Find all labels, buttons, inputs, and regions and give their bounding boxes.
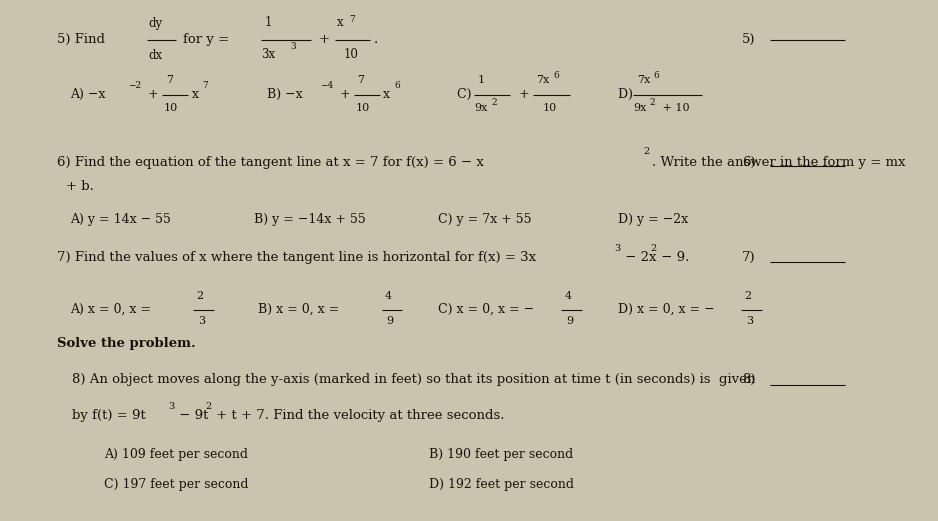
Text: 4: 4: [385, 291, 392, 301]
Text: 8): 8): [742, 373, 755, 386]
Text: D): D): [618, 88, 637, 101]
Text: D) 192 feet per second: D) 192 feet per second: [430, 478, 574, 491]
Text: 2: 2: [649, 98, 655, 107]
Text: by f(t) = 9t: by f(t) = 9t: [71, 410, 145, 423]
Text: − 9.: − 9.: [658, 252, 689, 265]
Text: A) 109 feet per second: A) 109 feet per second: [104, 449, 249, 461]
Text: D) x = 0, x = −: D) x = 0, x = −: [618, 303, 715, 316]
Text: .: .: [374, 33, 378, 46]
Text: B) −x: B) −x: [266, 88, 302, 101]
Text: D) y = −2x: D) y = −2x: [618, 213, 688, 226]
Text: C) x = 0, x = −: C) x = 0, x = −: [438, 303, 534, 316]
Text: dy: dy: [148, 17, 163, 30]
Text: − 2x: − 2x: [621, 252, 657, 265]
Text: − 9t: − 9t: [175, 410, 208, 423]
Text: 2: 2: [197, 291, 204, 301]
Text: + 10: + 10: [658, 103, 689, 113]
Text: +: +: [144, 88, 159, 101]
Text: 2: 2: [650, 244, 657, 253]
Text: 3: 3: [747, 316, 753, 327]
Text: 5) Find: 5) Find: [57, 33, 105, 46]
Text: 10: 10: [356, 103, 371, 113]
Text: +: +: [318, 33, 329, 46]
Text: dx: dx: [148, 49, 163, 62]
Text: B) y = −14x + 55: B) y = −14x + 55: [254, 213, 366, 226]
Text: 10: 10: [542, 103, 557, 113]
Text: C) 197 feet per second: C) 197 feet per second: [104, 478, 249, 491]
Text: 7x: 7x: [537, 76, 550, 85]
Text: x: x: [337, 16, 343, 29]
Text: A) y = 14x − 55: A) y = 14x − 55: [70, 213, 171, 226]
Text: 6: 6: [553, 71, 559, 80]
Text: 2: 2: [492, 98, 497, 107]
Text: C): C): [457, 88, 476, 101]
Text: +: +: [515, 88, 530, 101]
Text: C) y = 7x + 55: C) y = 7x + 55: [438, 213, 532, 226]
Text: 7: 7: [357, 76, 365, 85]
Text: A) −x: A) −x: [70, 88, 105, 101]
Text: x: x: [191, 88, 199, 101]
Text: 3: 3: [614, 244, 621, 253]
Text: 10: 10: [344, 48, 358, 61]
Text: 7x: 7x: [637, 76, 650, 85]
Text: for y =: for y =: [183, 33, 229, 46]
Text: 7) Find the values of x where the tangent line is horizontal for f(x) = 3x: 7) Find the values of x where the tangen…: [57, 252, 537, 265]
Text: 6: 6: [653, 71, 658, 80]
Text: 6: 6: [394, 81, 401, 90]
Text: 2: 2: [205, 402, 211, 411]
Text: Solve the problem.: Solve the problem.: [57, 337, 196, 350]
Text: 2: 2: [745, 291, 751, 301]
Text: 7: 7: [166, 76, 173, 85]
Text: 3x: 3x: [261, 48, 275, 61]
Text: + t + 7. Find the velocity at three seconds.: + t + 7. Find the velocity at three seco…: [212, 410, 505, 423]
Text: 3: 3: [168, 402, 174, 411]
Text: 6): 6): [742, 156, 756, 168]
Text: 4: 4: [565, 291, 572, 301]
Text: 1: 1: [477, 76, 485, 85]
Text: 2: 2: [643, 147, 650, 156]
Text: 3: 3: [290, 42, 295, 52]
Text: 6) Find the equation of the tangent line at x = 7 for f(x) = 6 − x: 6) Find the equation of the tangent line…: [57, 156, 484, 168]
Text: 1: 1: [265, 16, 272, 29]
Text: −4: −4: [320, 81, 333, 90]
Text: 7): 7): [742, 252, 756, 265]
Text: 10: 10: [164, 103, 178, 113]
Text: 9x: 9x: [633, 103, 646, 113]
Text: 8) An object moves along the y-axis (marked in feet) so that its position at tim: 8) An object moves along the y-axis (mar…: [71, 373, 755, 386]
Text: 7: 7: [349, 15, 355, 24]
Text: 3: 3: [198, 316, 205, 327]
Text: 9: 9: [386, 316, 394, 327]
Text: 9: 9: [567, 316, 574, 327]
Text: B) 190 feet per second: B) 190 feet per second: [430, 449, 574, 461]
Text: −2: −2: [129, 81, 142, 90]
Text: B) x = 0, x =: B) x = 0, x =: [258, 303, 340, 316]
Text: A) x = 0, x =: A) x = 0, x =: [70, 303, 151, 316]
Text: x: x: [384, 88, 390, 101]
Text: 7: 7: [203, 81, 208, 90]
Text: 9x: 9x: [474, 103, 488, 113]
Text: 5): 5): [742, 33, 755, 46]
Text: . Write the answer in the form y = mx: . Write the answer in the form y = mx: [652, 156, 905, 168]
Text: + b.: + b.: [66, 180, 94, 193]
Text: +: +: [336, 88, 351, 101]
